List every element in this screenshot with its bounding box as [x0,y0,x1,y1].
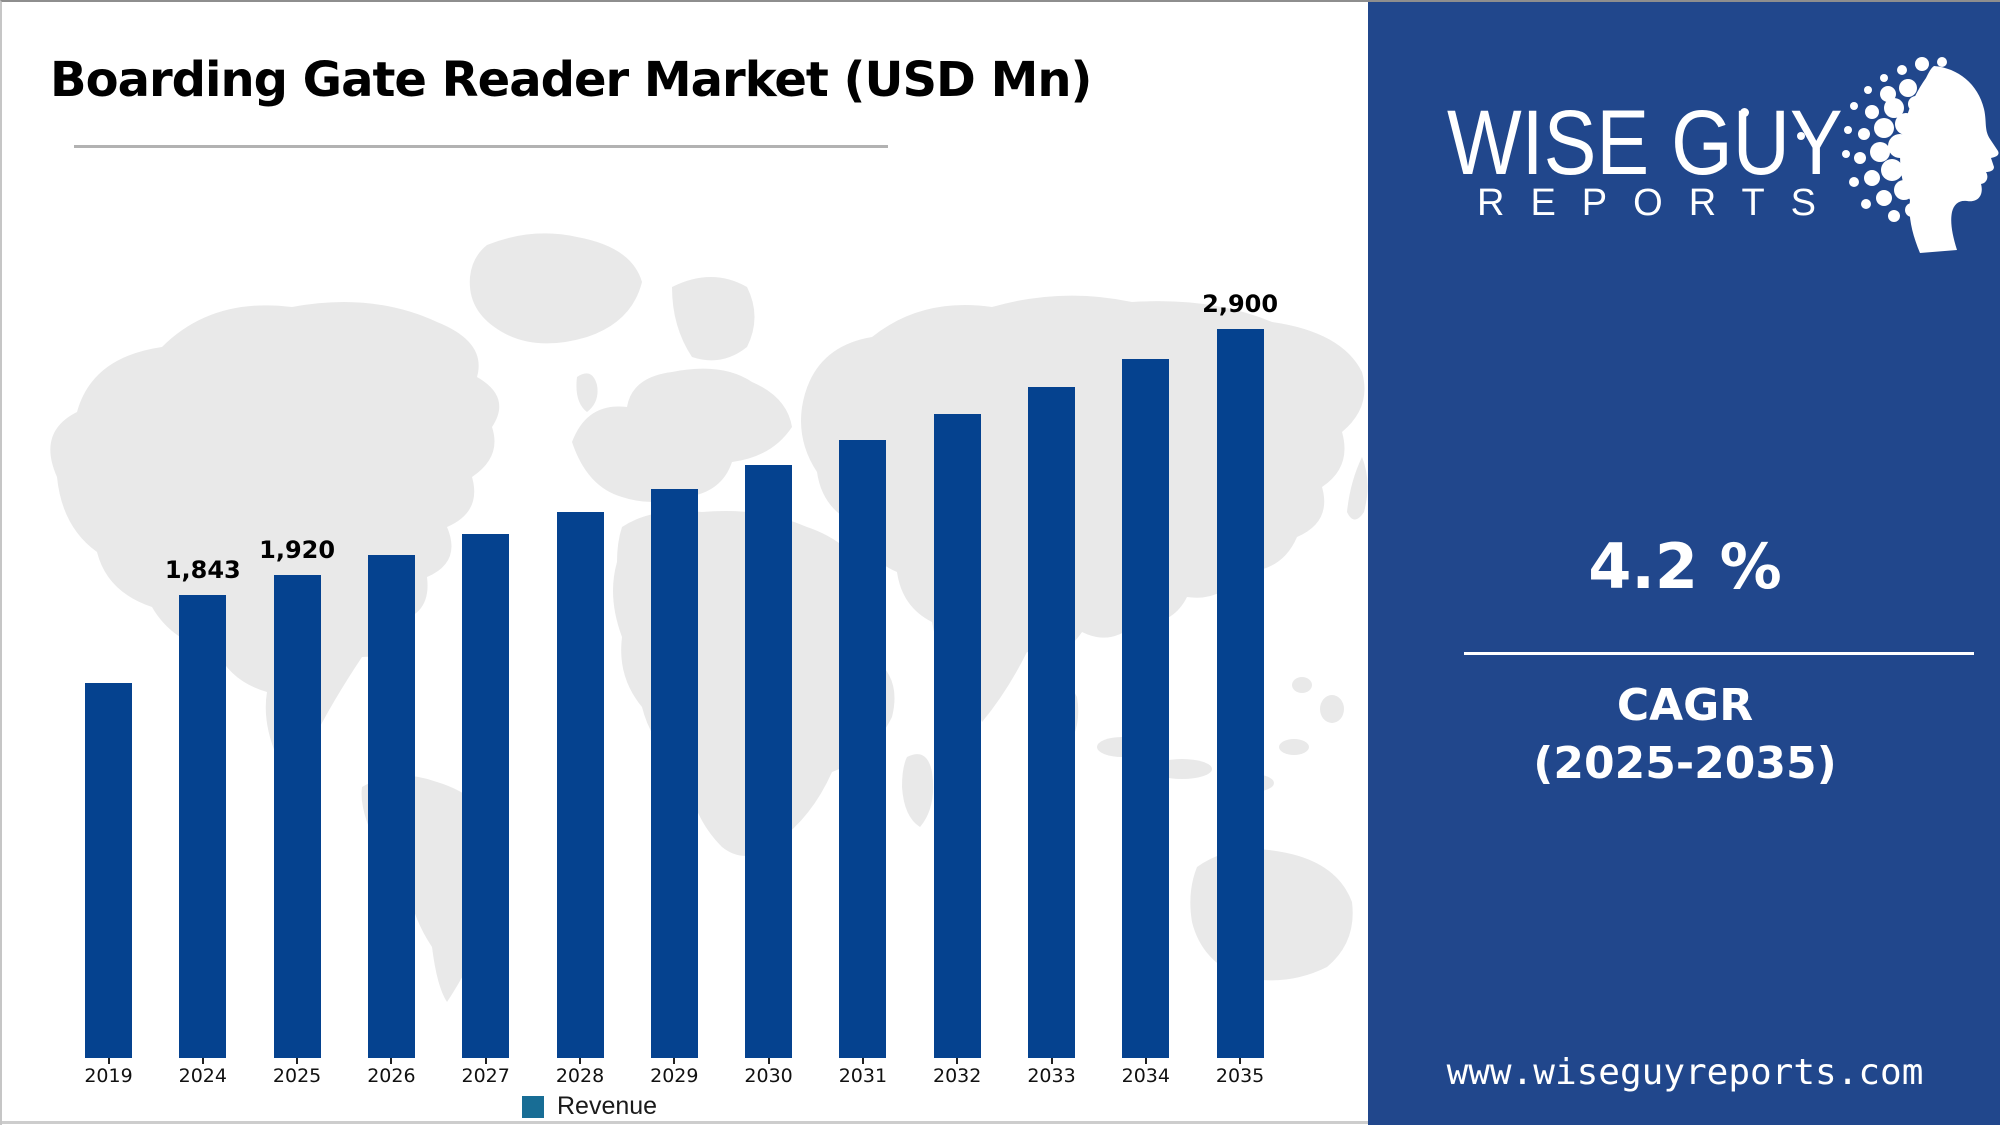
bar-2019 [85,683,132,1058]
chart-legend: Revenue [522,1092,657,1121]
logo-wordmark: WISE GUY [1447,92,1843,194]
x-tick-label-2028: 2028 [555,1065,605,1087]
x-axis-tick [107,1058,110,1064]
x-axis-tick [390,1058,393,1064]
x-axis-tick [1239,1058,1242,1064]
bottom-border-line [2,1121,1368,1124]
logo-subtext: REPORTS [1477,182,1843,224]
cagr-period: (2025-2035) [1533,738,1837,789]
bar-2029 [650,489,698,1058]
x-tick-label-2030: 2030 [744,1065,793,1087]
bar-2035 [1216,329,1264,1058]
x-axis-tick [296,1058,299,1064]
bar-2025 [273,575,321,1058]
bar-2030 [745,465,793,1058]
x-tick-label-2019: 2019 [84,1065,133,1087]
x-tick-label-2031: 2031 [838,1065,888,1087]
x-tick-label-2035: 2035 [1215,1065,1265,1087]
data-label-2025: 1,920 [259,536,336,564]
bar-2034 [1122,359,1170,1058]
x-axis-tick [201,1058,204,1064]
bar-2033 [1028,387,1075,1058]
data-label-2035: 2,900 [1202,290,1279,318]
x-tick-label-2033: 2033 [1027,1065,1076,1087]
x-axis-tick [767,1058,770,1064]
logo-accent-dot [1797,132,1805,140]
x-tick-label-2024: 2024 [178,1065,227,1087]
bar-2028 [556,512,604,1058]
x-axis-tick [1050,1058,1053,1064]
legend-label-revenue: Revenue [557,1092,658,1120]
x-tick-label-2027: 2027 [461,1065,510,1087]
logo-accent-dot [1740,108,1749,117]
x-axis-tick [673,1058,676,1064]
legend-swatch-revenue [522,1095,544,1118]
x-axis-tick [579,1058,581,1064]
website-url: www.wiseguyreports.com [1446,1052,1924,1093]
brand-panel: WISE GUY REPORTS 4.2 % CAGR (2025-2 [1368,2,2000,1125]
bar-2024 [179,595,227,1058]
page-title: Boarding Gate Reader Market (USD Mn) [50,52,1092,108]
x-tick-label-2025: 2025 [272,1065,322,1087]
x-tick-label-2032: 2032 [933,1065,982,1087]
x-tick-label-2034: 2034 [1121,1065,1170,1087]
data-label-2024: 1,843 [164,556,241,584]
x-axis-tick [956,1058,959,1064]
cagr-label: CAGR [1616,680,1754,731]
bar-2027 [462,534,510,1058]
x-axis-tick [484,1058,487,1064]
bar-2031 [839,440,887,1058]
x-axis-tick [861,1058,864,1064]
bar-chart-plot-area: 2019 2024 1,843 2025 1,920 2026 2027 2028 2029 20… [2,2,1368,1125]
bar-2032 [933,414,981,1058]
cagr-value: 4.2 % [1588,530,1782,603]
x-axis-tick [1144,1058,1147,1064]
title-underline [74,145,888,148]
bar-2026 [367,555,415,1058]
panel-divider-line [1464,652,1974,655]
dotted-head-profile-icon [1842,57,1999,253]
x-tick-label-2026: 2026 [367,1065,416,1087]
x-tick-label-2029: 2029 [650,1065,699,1087]
